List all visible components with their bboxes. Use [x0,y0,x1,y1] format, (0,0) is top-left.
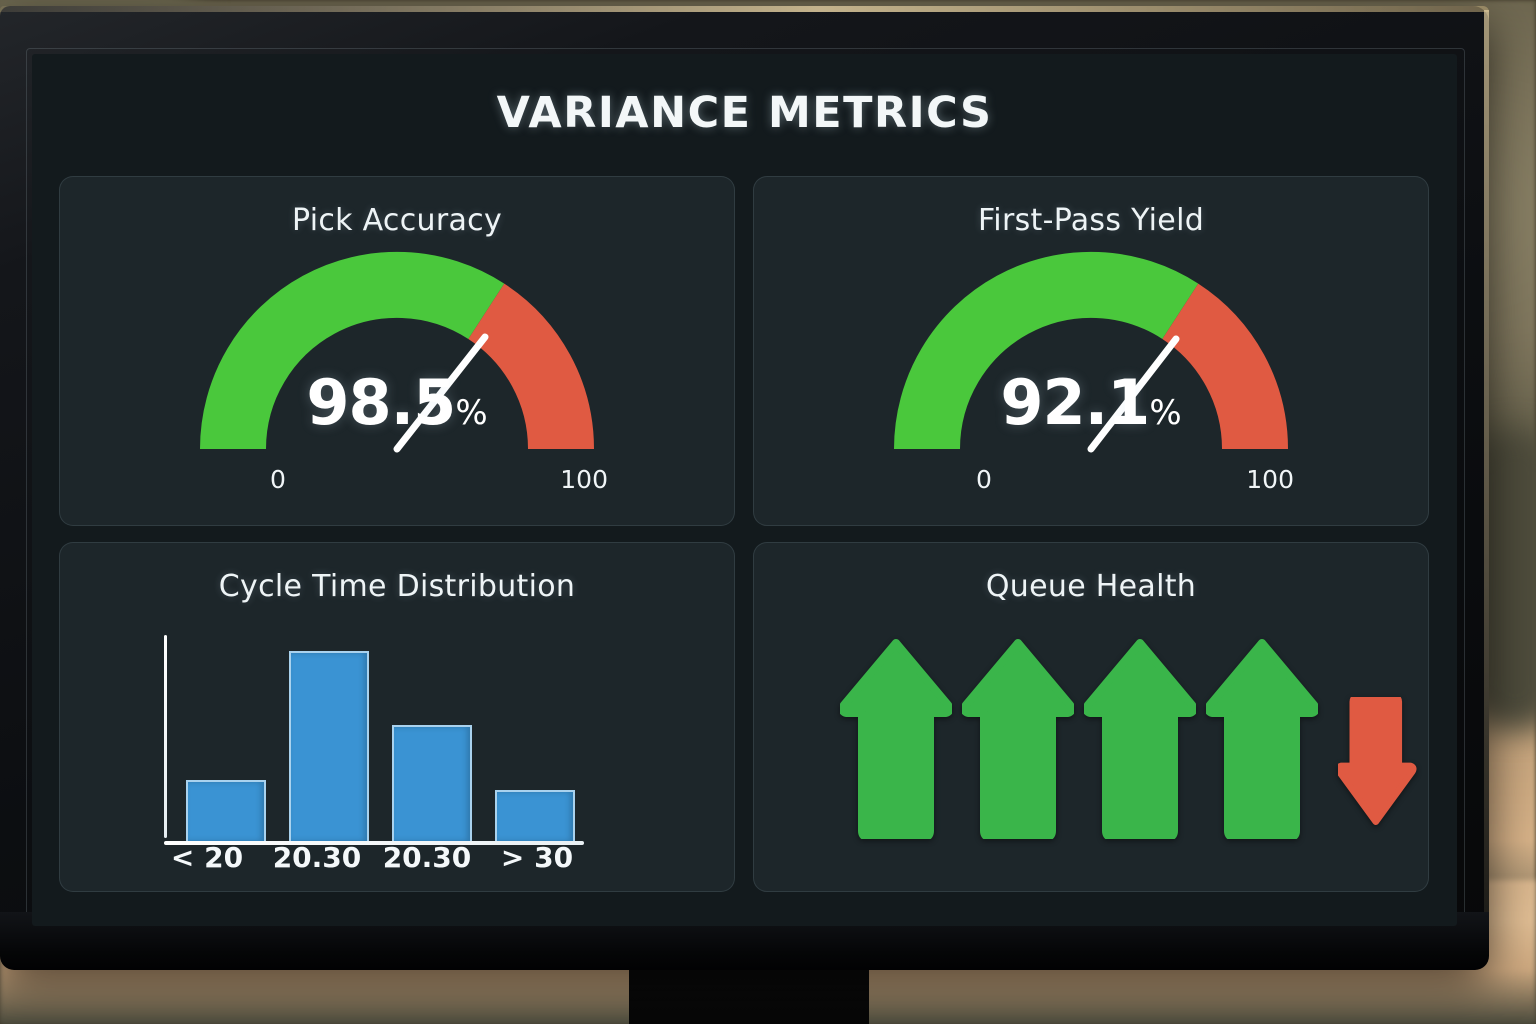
page-title: VARIANCE METRICS [496,88,993,138]
monitor-bezel: VARIANCE METRICS Pick Accuracy [0,6,1489,970]
histogram-x-tick-label: 20.30 [382,841,472,874]
arrow-up-icon [1206,639,1318,839]
bezel-top-highlight [0,6,1489,12]
histogram-bar [391,725,472,841]
histogram-x-tick-label: < 20 [170,841,244,874]
histogram-bar [494,790,575,841]
monitor-screen: VARIANCE METRICS Pick Accuracy [32,54,1457,926]
panel-pick-accuracy[interactable]: Pick Accuracy 98.5% 0 100 [59,176,735,526]
gauge-value-unit-first-pass-yield: % [1149,393,1182,433]
gauge-needle-first-pass-yield [1087,335,1180,453]
histogram-x-tick-labels: < 20 20.30 20.30 > 30 [152,841,592,874]
histogram-bar [288,651,369,841]
gauge-max-label-pick-accuracy: 100 [560,465,608,494]
queue-health-arrows [754,639,1428,859]
histogram-x-axis [164,841,584,845]
arrow-up-icon [840,639,952,839]
histogram-x-tick-label: 20.30 [272,841,362,874]
gauge-min-label-first-pass-yield: 0 [976,465,992,494]
panel-first-pass-yield[interactable]: First-Pass Yield 92.1% 0 1 [753,176,1429,526]
dashboard: VARIANCE METRICS Pick Accuracy [32,54,1457,926]
histogram-x-tick-label: > 30 [500,841,574,874]
arrow-up-icon [962,639,1074,839]
histogram-y-axis [164,635,167,838]
bezel-right-highlight [1484,10,1489,926]
panel-title-queue-health: Queue Health [985,569,1197,604]
panel-cycle-time-distribution[interactable]: Cycle Time Distribution < 20 20.30 20.30 > … [59,542,735,892]
panel-title-first-pass-yield: First-Pass Yield [977,203,1205,238]
gauge-arc-pick-accuracy [200,251,595,453]
gauge-max-label-first-pass-yield: 100 [1246,465,1294,494]
gauge-value-number-first-pass-yield: 92.1 [1000,366,1150,439]
gauge-value-first-pass-yield: 92.1% [754,372,1428,434]
gauge-first-pass-yield [754,249,1428,499]
gauge-value-pick-accuracy: 98.5% [60,372,734,434]
gauge-value-number-pick-accuracy: 98.5 [306,366,456,439]
histogram-bars [172,641,584,841]
panel-title-pick-accuracy: Pick Accuracy [291,203,503,238]
panel-queue-health[interactable]: Queue Health [753,542,1429,892]
arrow-down-icon [1338,697,1428,857]
histogram-cycle-time [164,635,584,845]
panel-grid: Pick Accuracy 98.5% 0 100 [59,176,1429,892]
gauge-needle-pick-accuracy [393,333,489,453]
arrow-up-icon [1084,639,1196,839]
gauge-value-unit-pick-accuracy: % [455,393,488,433]
histogram-bar [185,780,266,841]
gauge-pick-accuracy [60,249,734,499]
panel-title-cycle-time: Cycle Time Distribution [218,569,576,604]
gauge-arc-first-pass-yield [894,251,1289,453]
gauge-min-label-pick-accuracy: 0 [270,465,286,494]
